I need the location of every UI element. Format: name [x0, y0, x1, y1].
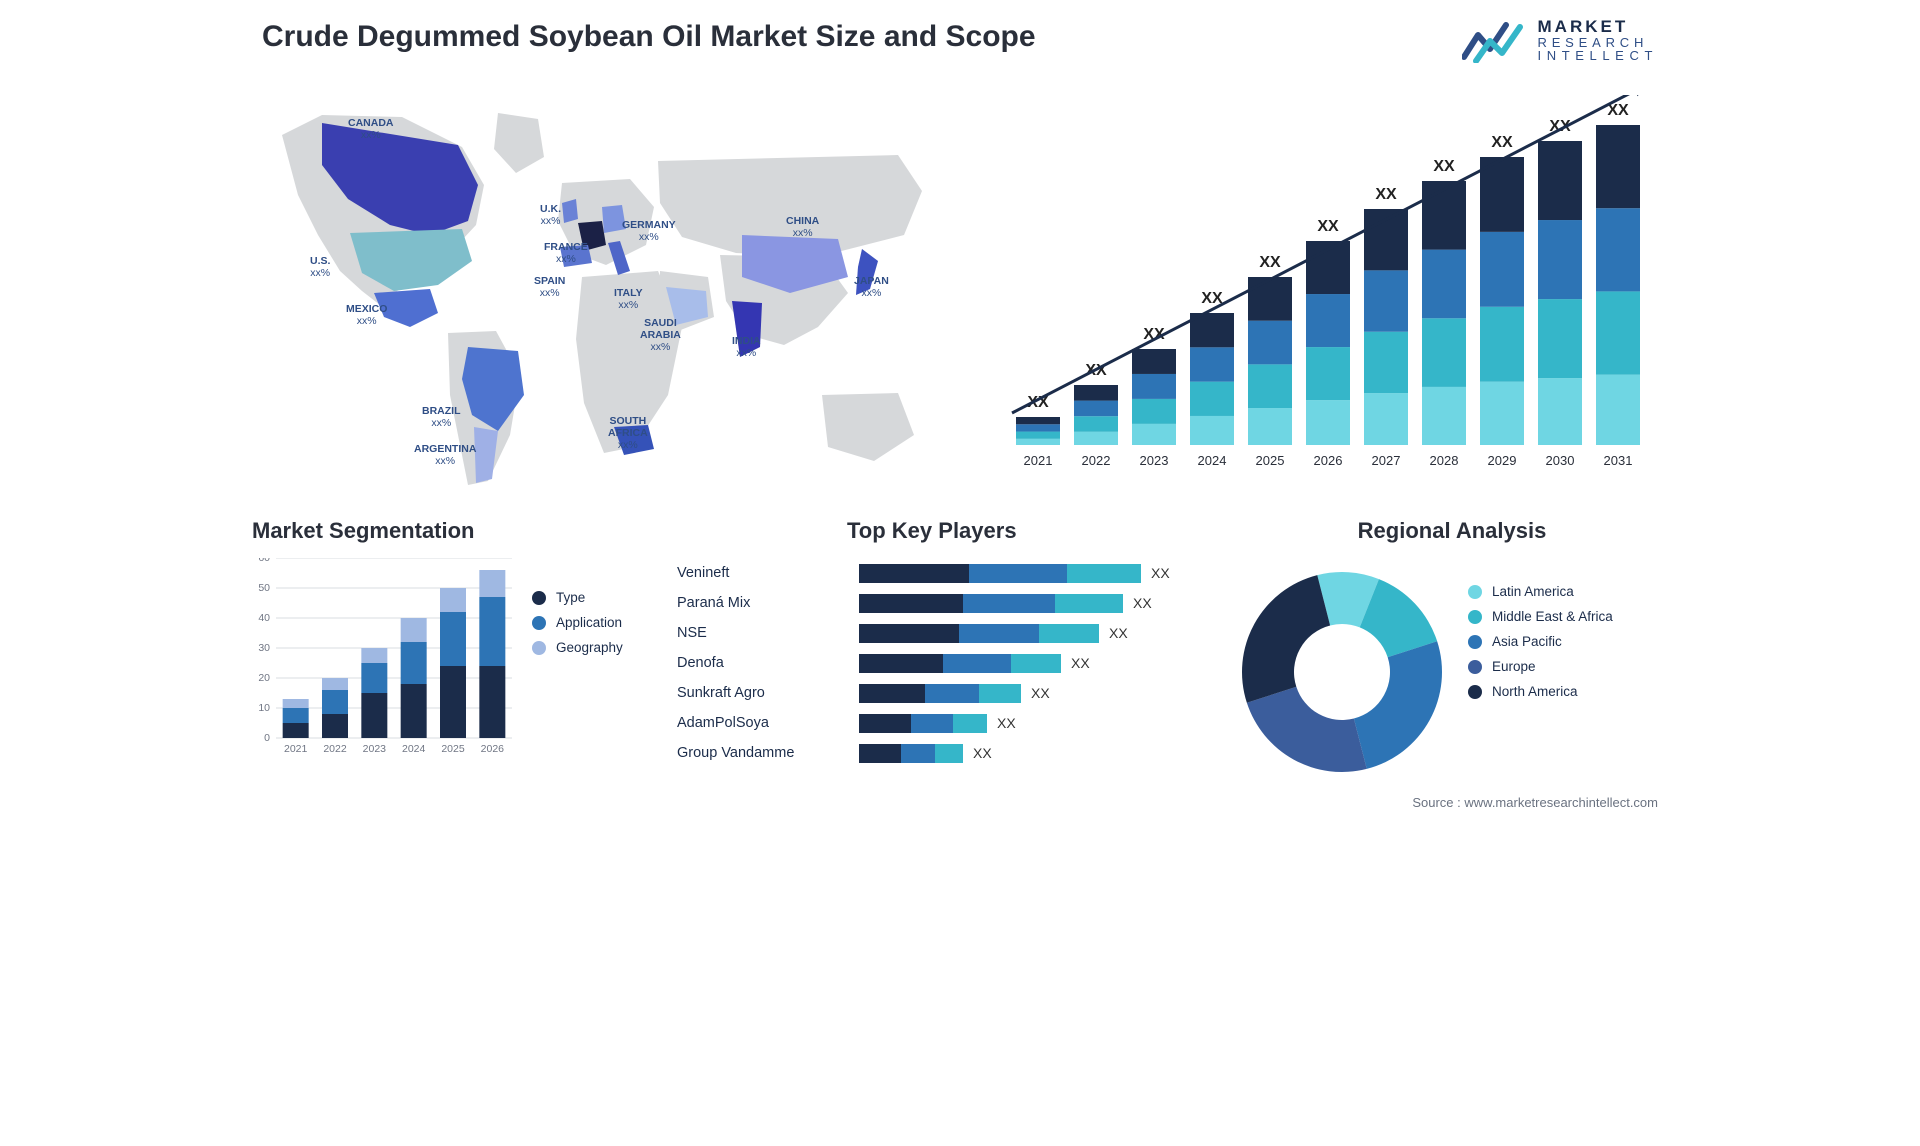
svg-text:2022: 2022	[1082, 453, 1111, 468]
legend-item: Type	[532, 590, 623, 605]
player-value: XX	[973, 745, 992, 761]
svg-text:30: 30	[258, 642, 270, 654]
svg-text:20: 20	[258, 672, 270, 684]
svg-text:2023: 2023	[363, 743, 387, 755]
brand-mark-icon	[1462, 19, 1526, 63]
legend-item: Latin America	[1468, 584, 1613, 599]
player-name: AdamPolSoya	[677, 715, 859, 731]
svg-text:0: 0	[264, 732, 270, 744]
world-map: CANADAxx%U.S.xx%MEXICOxx%BRAZILxx%ARGENT…	[262, 95, 942, 495]
segmentation-title: Market Segmentation	[252, 518, 672, 544]
growth-chart: XX2021XX2022XX2023XX2024XX2025XX2026XX20…	[998, 95, 1658, 475]
brand-line2: RESEARCH	[1538, 36, 1658, 50]
svg-text:2031: 2031	[1604, 453, 1633, 468]
svg-text:2024: 2024	[1198, 453, 1227, 468]
svg-text:XX: XX	[1317, 218, 1339, 235]
player-value: XX	[997, 715, 1016, 731]
svg-text:2021: 2021	[1024, 453, 1053, 468]
player-name: Venineft	[677, 565, 859, 581]
svg-text:60: 60	[258, 558, 270, 564]
legend-item: Middle East & Africa	[1468, 609, 1613, 624]
legend-item: North America	[1468, 684, 1613, 699]
svg-text:XX: XX	[1375, 186, 1397, 203]
players-title: Top Key Players	[847, 518, 1217, 544]
segmentation-legend: Type Application Geography	[532, 580, 623, 665]
player-row: NSE XX	[677, 618, 1217, 648]
svg-text:40: 40	[258, 612, 270, 624]
svg-text:2024: 2024	[402, 743, 426, 755]
player-value: XX	[1031, 685, 1050, 701]
player-row: Sunkraft Agro XX	[677, 678, 1217, 708]
regional-legend: Latin America Middle East & Africa Asia Pa…	[1468, 574, 1613, 709]
player-value: XX	[1071, 655, 1090, 671]
svg-text:2021: 2021	[284, 743, 308, 755]
player-name: Sunkraft Agro	[677, 685, 859, 701]
svg-text:2026: 2026	[1314, 453, 1343, 468]
svg-text:2022: 2022	[323, 743, 347, 755]
svg-text:10: 10	[258, 702, 270, 714]
player-value: XX	[1151, 565, 1170, 581]
report-infographic: Crude Degummed Soybean Oil Market Size a…	[232, 0, 1688, 816]
legend-item: Europe	[1468, 659, 1613, 674]
svg-text:XX: XX	[1259, 254, 1281, 271]
svg-text:XX: XX	[1433, 158, 1455, 175]
page-title: Crude Degummed Soybean Oil Market Size a…	[262, 20, 1036, 54]
brand-line1: MARKET	[1538, 18, 1658, 36]
player-row: Paraná Mix XX	[677, 588, 1217, 618]
svg-text:2027: 2027	[1372, 453, 1401, 468]
svg-text:2025: 2025	[441, 743, 465, 755]
svg-text:2030: 2030	[1546, 453, 1575, 468]
players-block: Top Key Players VenineftXXParaná MixXXNS…	[677, 518, 1217, 783]
source-label: Source : www.marketresearchintellect.com	[1412, 795, 1658, 810]
player-name: NSE	[677, 625, 859, 641]
player-name: Paraná Mix	[677, 595, 859, 611]
player-value: XX	[1109, 625, 1128, 641]
player-row: Denofa XX	[677, 648, 1217, 678]
legend-item: Application	[532, 615, 623, 630]
svg-text:2029: 2029	[1488, 453, 1517, 468]
brand-logo: MARKET RESEARCH INTELLECT	[1462, 18, 1658, 63]
player-row: Venineft XX	[677, 558, 1217, 588]
svg-text:2026: 2026	[481, 743, 505, 755]
player-name: Denofa	[677, 655, 859, 671]
svg-text:2028: 2028	[1430, 453, 1459, 468]
player-row: Group Vandamme XX	[677, 738, 1217, 768]
svg-text:XX: XX	[1491, 134, 1513, 151]
svg-text:50: 50	[258, 582, 270, 594]
player-name: Group Vandamme	[677, 745, 859, 761]
segmentation-block: Market Segmentation 0 10 20 30 40 50 60 2021 202…	[252, 518, 672, 778]
player-value: XX	[1133, 595, 1152, 611]
player-row: AdamPolSoya XX	[677, 708, 1217, 738]
legend-item: Geography	[532, 640, 623, 655]
svg-text:2025: 2025	[1256, 453, 1285, 468]
regional-title: Regional Analysis	[1232, 518, 1672, 544]
regional-block: Regional Analysis Latin America Middle Ea…	[1232, 518, 1672, 778]
svg-text:2023: 2023	[1140, 453, 1169, 468]
brand-line3: INTELLECT	[1538, 49, 1658, 63]
legend-item: Asia Pacific	[1468, 634, 1613, 649]
